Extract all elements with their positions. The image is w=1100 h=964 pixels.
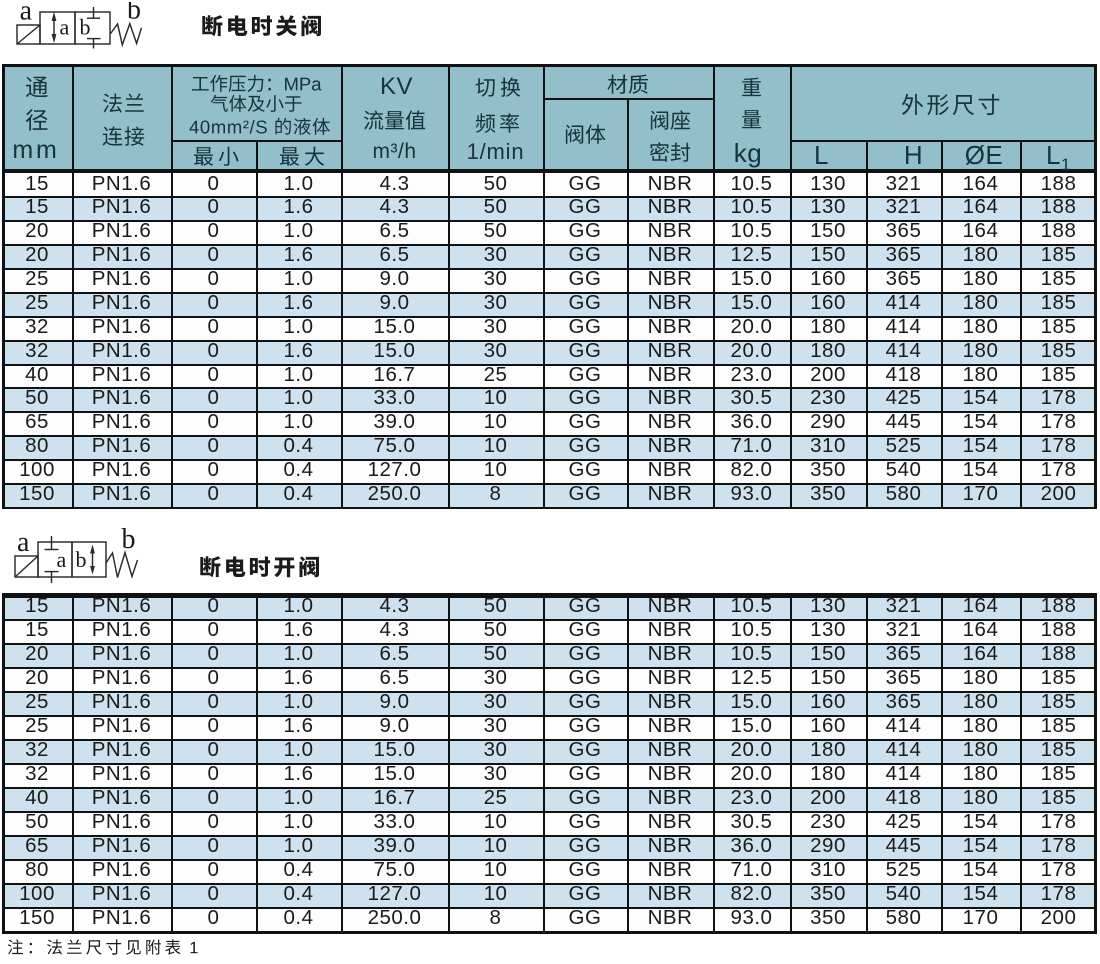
svg-text:a: a [57,547,67,572]
svg-text:b: b [127,2,141,26]
svg-text:a: a [20,2,33,27]
svg-text:b: b [76,547,87,572]
svg-text:b: b [80,15,91,40]
svg-text:a: a [60,15,70,40]
svg-text:a: a [17,528,30,558]
svg-text:b: b [122,528,136,555]
